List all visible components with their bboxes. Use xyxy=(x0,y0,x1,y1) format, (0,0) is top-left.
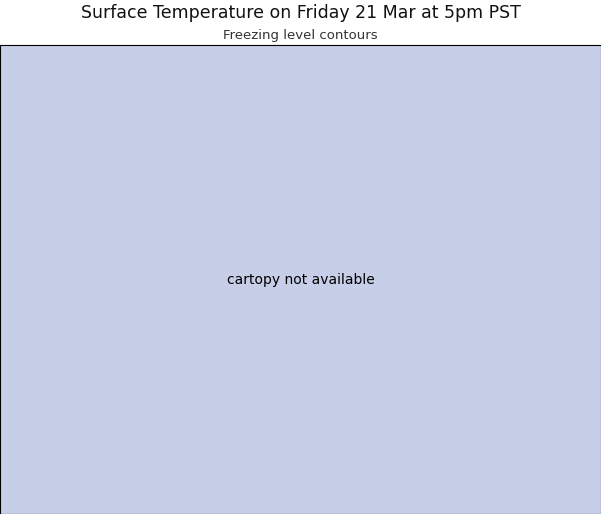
Text: cartopy not available: cartopy not available xyxy=(227,272,374,287)
Text: Freezing level contours: Freezing level contours xyxy=(223,29,378,42)
Text: Surface Temperature on Friday 21 Mar at 5pm PST: Surface Temperature on Friday 21 Mar at … xyxy=(81,4,520,22)
